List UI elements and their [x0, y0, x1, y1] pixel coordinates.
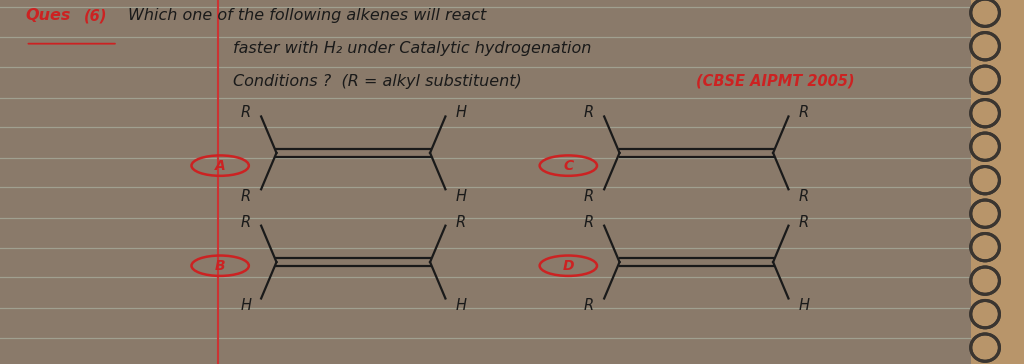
Text: (6): (6): [84, 8, 108, 23]
Text: A: A: [215, 159, 225, 173]
Text: R: R: [584, 105, 594, 120]
Text: faster with H₂ under Catalytic hydrogenation: faster with H₂ under Catalytic hydrogena…: [233, 41, 592, 56]
Text: R: R: [584, 214, 594, 230]
Text: H: H: [456, 189, 466, 204]
Text: R: R: [241, 105, 251, 120]
Text: R: R: [799, 214, 809, 230]
Text: Ques: Ques: [26, 8, 71, 23]
Text: Which one of the following alkenes will react: Which one of the following alkenes will …: [128, 8, 486, 23]
Text: R: R: [584, 189, 594, 204]
FancyBboxPatch shape: [971, 0, 1024, 364]
Text: H: H: [456, 298, 466, 313]
Text: H: H: [799, 298, 809, 313]
Text: H: H: [241, 298, 251, 313]
Text: R: R: [799, 189, 809, 204]
Text: R: R: [799, 105, 809, 120]
Text: R: R: [241, 214, 251, 230]
Text: (CBSE AIPMT 2005): (CBSE AIPMT 2005): [696, 74, 855, 88]
Text: H: H: [456, 105, 466, 120]
Text: B: B: [215, 259, 225, 273]
Text: Conditions ?  (R = alkyl substituent): Conditions ? (R = alkyl substituent): [233, 74, 522, 88]
Text: R: R: [584, 298, 594, 313]
Text: C: C: [563, 159, 573, 173]
Text: D: D: [562, 259, 574, 273]
Text: R: R: [241, 189, 251, 204]
Text: R: R: [456, 214, 466, 230]
